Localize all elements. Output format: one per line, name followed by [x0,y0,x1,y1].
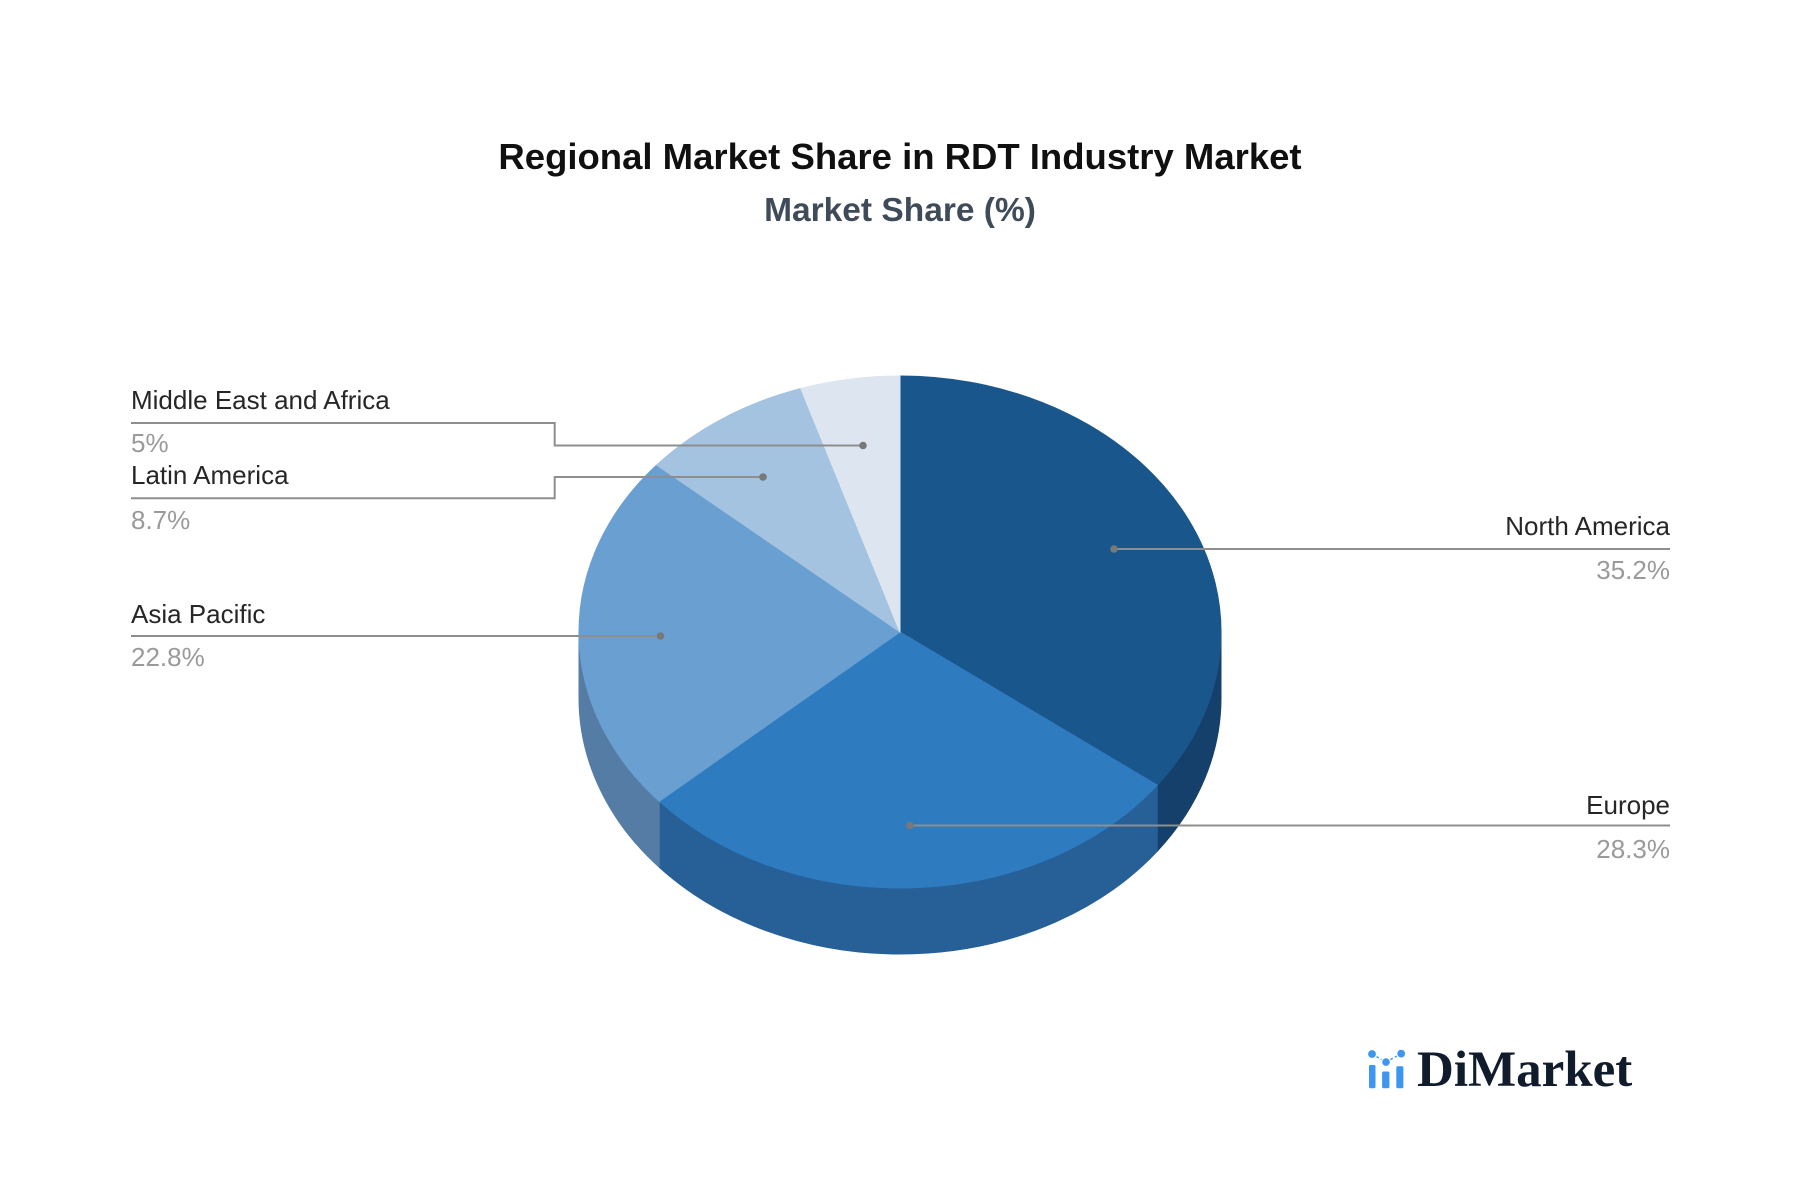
svg-text:Asia Pacific: Asia Pacific [131,599,265,629]
svg-text:Market Share (%): Market Share (%) [764,192,1036,229]
svg-text:8.7%: 8.7% [131,505,190,535]
svg-text:5%: 5% [131,428,169,458]
svg-text:Middle East and Africa: Middle East and Africa [131,385,390,415]
svg-text:Regional Market Share in RDT I: Regional Market Share in RDT Industry Ma… [498,136,1301,177]
svg-text:35.2%: 35.2% [1596,555,1670,585]
svg-text:DiMarket: DiMarket [1417,1042,1632,1098]
svg-text:28.3%: 28.3% [1596,834,1670,864]
svg-text:North America: North America [1505,511,1670,541]
svg-text:22.8%: 22.8% [131,642,205,672]
svg-text:Latin America: Latin America [131,460,289,490]
svg-text:Europe: Europe [1586,790,1670,820]
